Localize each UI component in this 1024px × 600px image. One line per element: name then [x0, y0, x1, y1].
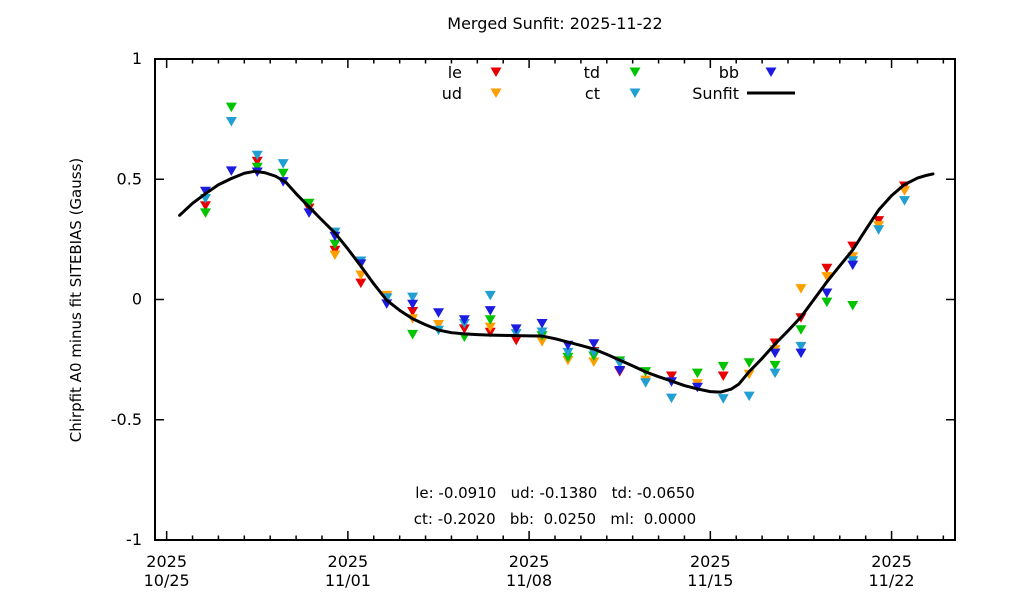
y-tick-label: 0.5 — [117, 169, 142, 188]
fit-stats-line-2: ct: -0.2020 bb: 0.0250 ml: 0.0000 — [413, 510, 697, 528]
legend-label: ct — [585, 84, 600, 103]
series-le — [199, 156, 911, 381]
x-tick-year: 2025 — [328, 552, 369, 571]
x-tick-year: 2025 — [146, 552, 187, 571]
legend-entry-Sunfit: Sunfit — [692, 84, 795, 103]
x-tick-year: 2025 — [509, 552, 550, 571]
legend: le td bb ud ct Sunfit — [442, 63, 795, 103]
legend-entry-bb: bb — [719, 63, 777, 82]
legend-label: le — [448, 63, 462, 82]
tick-labels: 10.50-0.5-1202510/25202511/01202511/0820… — [111, 49, 915, 590]
legend-entry-td: td — [584, 63, 641, 82]
legend-label: Sunfit — [692, 84, 739, 103]
series-Sunfit — [178, 169, 935, 394]
x-tick-date: 11/15 — [687, 571, 733, 590]
y-axis-title: Chirpfit A0 minus fit SITEBIAS (Gauss) — [67, 157, 85, 443]
legend-label: td — [584, 63, 600, 82]
x-tick-date: 11/22 — [869, 571, 915, 590]
legend-label: ud — [442, 84, 462, 103]
y-tick-label: 1 — [132, 49, 142, 68]
y-tick-label: -0.5 — [111, 410, 142, 429]
series-bb — [199, 166, 859, 393]
x-tick-date: 11/01 — [325, 571, 371, 590]
legend-label: bb — [719, 63, 739, 82]
legend-entry-ud: ud — [442, 84, 502, 103]
series-ct — [199, 117, 911, 404]
legend-entry-ct: ct — [585, 84, 641, 103]
x-tick-date: 11/08 — [506, 571, 552, 590]
legend-entry-le: le — [448, 63, 502, 82]
chart-title: Merged Sunfit: 2025-11-22 — [447, 14, 663, 33]
y-tick-label: -1 — [126, 530, 142, 549]
x-tick-date: 10/25 — [144, 571, 190, 590]
x-tick-year: 2025 — [871, 552, 912, 571]
y-tick-label: 0 — [132, 290, 142, 309]
axes — [154, 58, 956, 541]
x-tick-year: 2025 — [690, 552, 731, 571]
fit-stats-line-1: le: -0.0910 ud: -0.1380 td: -0.0650 — [415, 484, 695, 502]
